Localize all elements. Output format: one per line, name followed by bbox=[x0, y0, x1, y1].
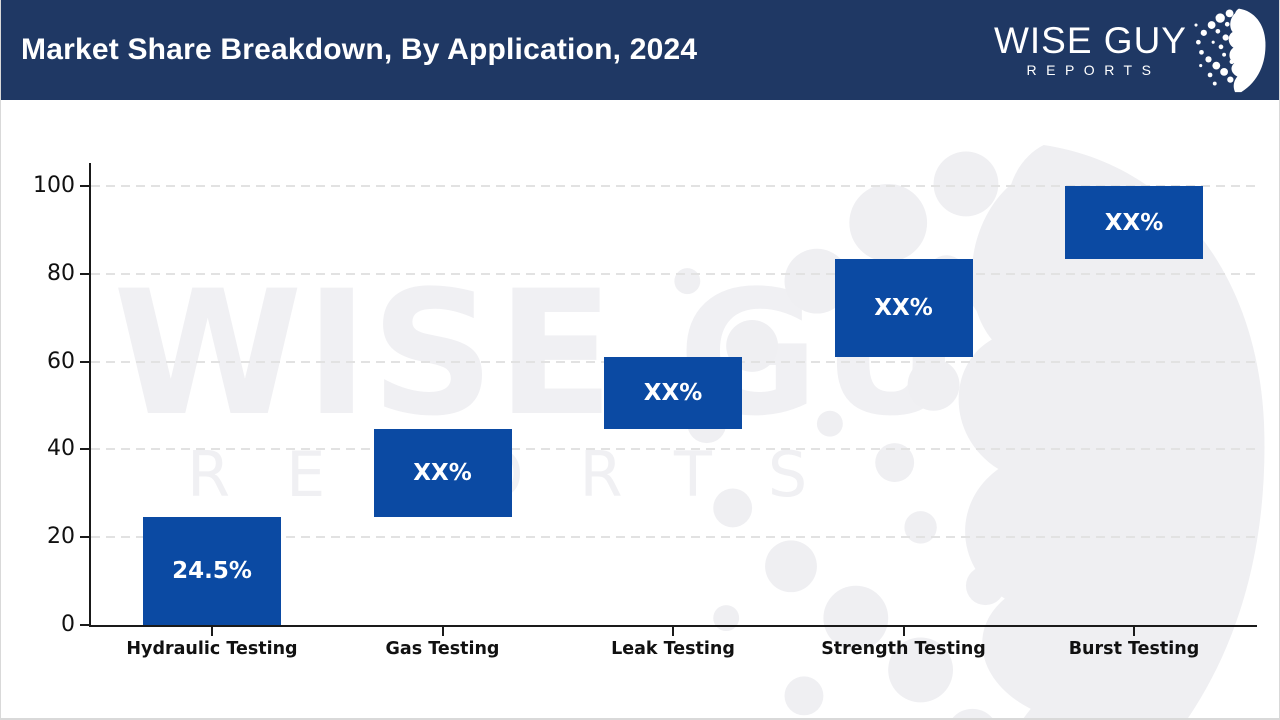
y-tick-60 bbox=[80, 360, 89, 363]
bar-value-label-leak-testing: XX% bbox=[643, 380, 703, 407]
x-category-label-hydraulic-testing: Hydraulic Testing bbox=[126, 639, 298, 659]
gridline-100 bbox=[91, 185, 1257, 187]
y-tick-label-100: 100 bbox=[33, 173, 75, 198]
x-category-label-gas-testing: Gas Testing bbox=[385, 639, 500, 659]
header-band: Market Share Breakdown, By Application, … bbox=[1, 0, 1279, 100]
x-category-label-leak-testing: Leak Testing bbox=[611, 639, 735, 659]
x-tick-gas-testing bbox=[441, 627, 444, 636]
logo-sub-text: REPORTS bbox=[1026, 62, 1161, 78]
x-axis-spine bbox=[89, 625, 1257, 627]
bar-hydraulic-testing: 24.5% bbox=[143, 517, 281, 625]
x-tick-leak-testing bbox=[672, 627, 674, 636]
x-tick-hydraulic-testing bbox=[211, 627, 213, 636]
y-tick-label-20: 20 bbox=[47, 524, 75, 550]
bar-value-label-gas-testing: XX% bbox=[413, 460, 472, 487]
y-tick-label-60: 60 bbox=[47, 348, 75, 374]
bar-burst-testing: XX% bbox=[1065, 186, 1203, 260]
bar-strength-testing: XX% bbox=[834, 259, 973, 358]
bar-leak-testing: XX% bbox=[604, 357, 742, 430]
bar-gas-testing: XX% bbox=[373, 429, 512, 518]
bar-value-label-hydraulic-testing: 24.5% bbox=[172, 558, 252, 585]
gridline-80 bbox=[91, 272, 1257, 275]
y-tick-100 bbox=[80, 185, 89, 187]
logo-face-icon bbox=[1194, 8, 1266, 93]
x-tick-strength-testing bbox=[902, 627, 905, 636]
y-tick-0 bbox=[80, 624, 89, 626]
logo-text: WISE GUY REPORTS bbox=[994, 22, 1187, 78]
y-tick-label-40: 40 bbox=[47, 436, 75, 462]
page-title: Market Share Breakdown, By Application, … bbox=[21, 33, 698, 66]
y-axis-spine bbox=[89, 163, 91, 627]
y-tick-80 bbox=[80, 272, 89, 275]
logo-brand-text: WISE GUY bbox=[993, 20, 1187, 61]
x-tick-burst-testing bbox=[1133, 627, 1135, 636]
gridline-40 bbox=[91, 448, 1257, 451]
y-tick-label-80: 80 bbox=[47, 260, 75, 286]
bar-value-label-strength-testing: XX% bbox=[874, 295, 933, 322]
y-tick-40 bbox=[80, 448, 89, 451]
y-tick-20 bbox=[80, 536, 89, 539]
gridline-20 bbox=[91, 536, 1257, 539]
x-category-label-burst-testing: Burst Testing bbox=[1068, 639, 1200, 659]
bar-value-label-burst-testing: XX% bbox=[1104, 209, 1164, 236]
y-tick-label-0: 0 bbox=[61, 612, 75, 637]
x-category-label-strength-testing: Strength Testing bbox=[821, 639, 986, 659]
wise-guy-logo: WISE GUY REPORTS bbox=[994, 7, 1267, 93]
